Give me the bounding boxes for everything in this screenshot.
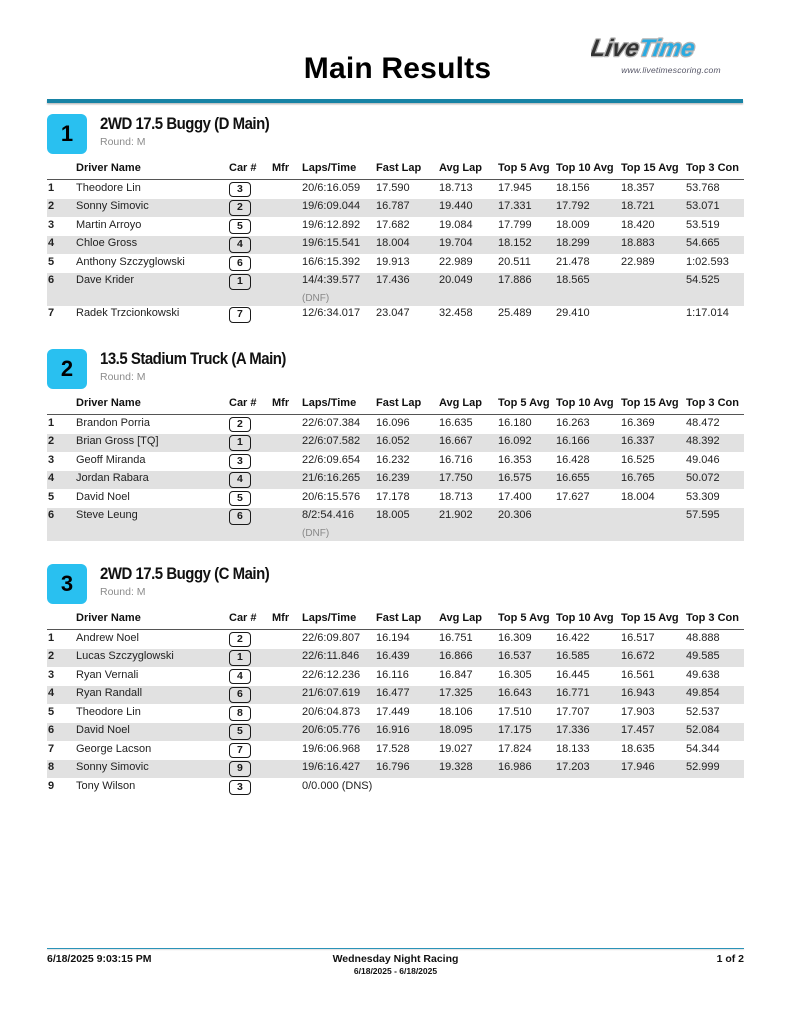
svg-text:LiveTime: LiveTime	[591, 35, 697, 62]
